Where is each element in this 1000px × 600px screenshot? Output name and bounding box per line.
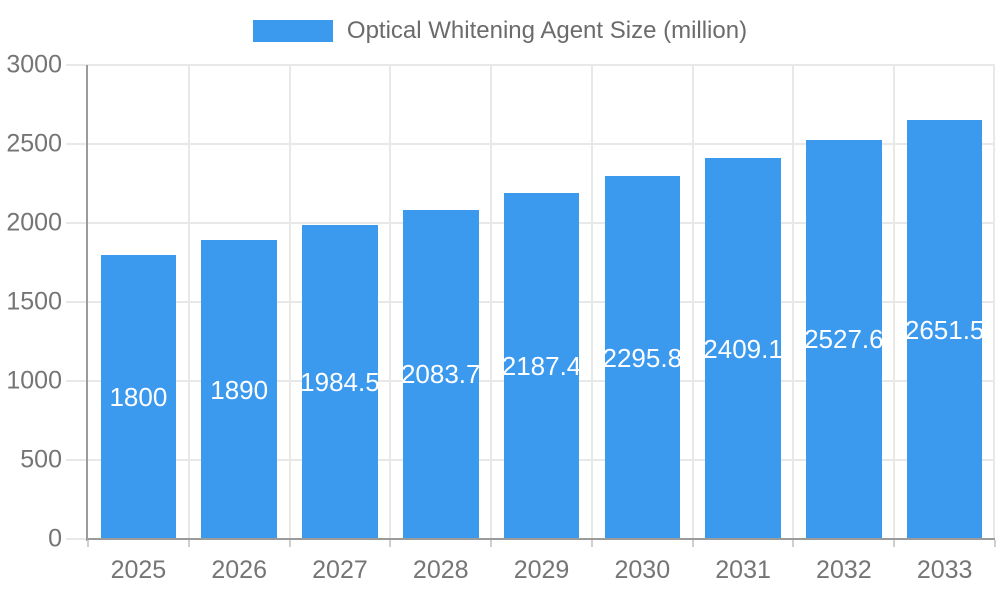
gridline-vertical bbox=[893, 65, 896, 539]
x-axis-tick bbox=[994, 540, 996, 547]
y-axis-line bbox=[86, 65, 88, 541]
plot-area: 1800 1890 1984.5 2083.7 2187.4 2295.8 2409.1 25… bbox=[66, 64, 995, 540]
bar[interactable]: 2527.6 bbox=[804, 139, 884, 539]
bar-column: 2651.5 bbox=[894, 65, 995, 539]
bar-value-label: 1890 bbox=[210, 374, 269, 405]
bar-series: 1800 1890 1984.5 2083.7 2187.4 2295.8 2409.1 25… bbox=[88, 65, 995, 539]
bar-value-label: 2409.1 bbox=[703, 333, 783, 364]
bar-column: 1984.5 bbox=[290, 65, 391, 539]
gridline-vertical bbox=[490, 65, 493, 539]
y-axis-tick-label: 3000 bbox=[6, 50, 62, 79]
bar-value-label: 2083.7 bbox=[400, 359, 481, 390]
y-axis-tick-label: 500 bbox=[20, 445, 62, 474]
gridline-horizontal bbox=[66, 143, 995, 145]
x-axis-tick bbox=[792, 540, 795, 547]
y-axis-tick-label: 2500 bbox=[6, 129, 62, 158]
x-axis-tick-label: 2026 bbox=[211, 556, 267, 584]
bar-value-label: 2527.6 bbox=[804, 324, 884, 355]
legend-label: Optical Whitening Agent Size (million) bbox=[346, 17, 748, 44]
bar-column: 2527.6 bbox=[793, 65, 894, 539]
bar-value-label: 2295.8 bbox=[602, 342, 683, 373]
x-axis-tick bbox=[691, 540, 694, 547]
bar[interactable]: 1800 bbox=[100, 254, 177, 539]
bar[interactable]: 1984.5 bbox=[300, 225, 380, 539]
bar-column: 2187.4 bbox=[491, 65, 592, 539]
bar-column: 2295.8 bbox=[592, 65, 693, 539]
bar-column: 1800 bbox=[88, 65, 189, 539]
gridline-vertical bbox=[187, 65, 190, 539]
bar-column: 1890 bbox=[189, 65, 290, 539]
x-axis-tick bbox=[389, 540, 392, 547]
x-axis-tick-label: 2030 bbox=[614, 556, 671, 584]
bar-value-label: 2187.4 bbox=[501, 351, 582, 382]
x-axis-tick-label: 2025 bbox=[110, 556, 167, 584]
y-axis-tick-label: 1000 bbox=[6, 366, 62, 395]
x-axis-tick bbox=[590, 540, 593, 547]
x-axis-labels: 2025 2026 2027 2028 2029 2030 2031 2032 2033 bbox=[88, 556, 995, 585]
bar[interactable]: 2187.4 bbox=[501, 193, 582, 539]
chart-legend[interactable]: Optical Whitening Agent Size (million) bbox=[0, 16, 1000, 46]
bar[interactable]: 1890 bbox=[201, 240, 277, 539]
x-axis-tick-label: 2031 bbox=[715, 556, 771, 584]
bar-value-label: 1984.5 bbox=[300, 367, 380, 398]
gridline-horizontal bbox=[66, 64, 995, 66]
bar[interactable]: 2295.8 bbox=[602, 176, 683, 539]
x-axis-tick bbox=[288, 540, 291, 547]
y-axis-tick-label: 0 bbox=[48, 524, 62, 553]
bar[interactable]: 2651.5 bbox=[904, 120, 985, 539]
y-axis-labels: 0 500 1000 1500 2000 2500 3000 bbox=[0, 52, 62, 551]
bar[interactable]: 2083.7 bbox=[400, 209, 481, 539]
gridline-vertical bbox=[389, 65, 392, 539]
x-axis-tick-label: 2029 bbox=[513, 556, 570, 584]
bar-value-label: 1800 bbox=[109, 381, 168, 412]
gridline-vertical bbox=[691, 65, 694, 539]
legend-swatch-icon bbox=[252, 20, 333, 42]
bar[interactable]: 2409.1 bbox=[703, 158, 783, 539]
y-axis-tick-label: 2000 bbox=[6, 208, 62, 237]
gridline-vertical bbox=[288, 65, 291, 539]
x-axis-tick bbox=[893, 540, 896, 547]
x-axis-line bbox=[86, 538, 995, 540]
bar-value-label: 2651.5 bbox=[904, 314, 985, 345]
x-axis-tick-label: 2027 bbox=[312, 556, 368, 584]
x-axis-tick-label: 2033 bbox=[916, 556, 973, 584]
gridline-vertical bbox=[590, 65, 593, 539]
x-axis-tick-label: 2028 bbox=[412, 556, 469, 584]
x-axis-tick-label: 2032 bbox=[816, 556, 872, 584]
x-axis-tick bbox=[187, 540, 190, 547]
x-axis-tick bbox=[490, 540, 493, 547]
gridline-vertical bbox=[993, 65, 995, 539]
gridline-vertical bbox=[792, 65, 795, 539]
bar-column: 2083.7 bbox=[390, 65, 491, 539]
bar-column: 2409.1 bbox=[693, 65, 794, 539]
x-axis-tick bbox=[87, 540, 89, 547]
y-axis-tick-label: 1500 bbox=[6, 287, 62, 316]
